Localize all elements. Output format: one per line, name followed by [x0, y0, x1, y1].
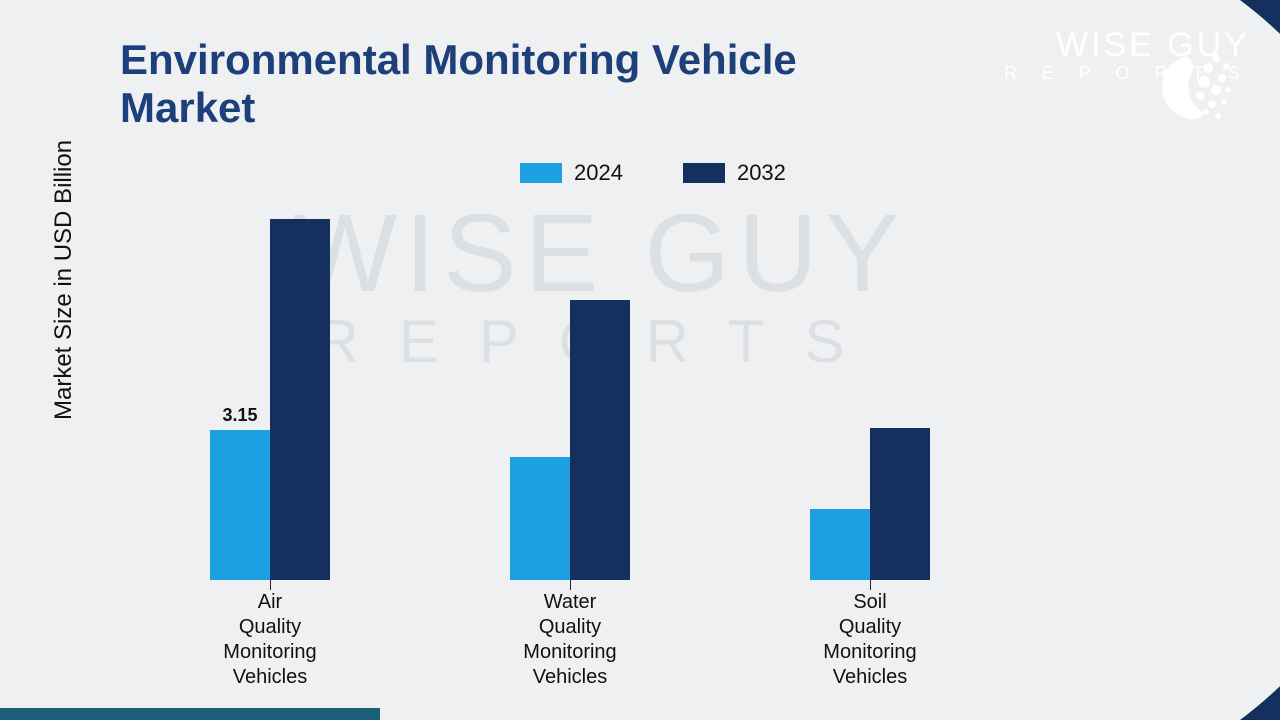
category-label: WaterQualityMonitoringVehicles [490, 590, 650, 690]
bar-2024-2 [810, 509, 870, 580]
axis-tick [570, 580, 571, 590]
bar-2032-1 [570, 300, 630, 580]
bottom-accent-bar [0, 708, 380, 720]
legend: 2024 2032 [520, 160, 786, 186]
brand-logo: WISE GUY R E P O R T S [1004, 26, 1250, 84]
bar-2024-1 [510, 457, 570, 581]
chart-title: Environmental Monitoring Vehicle Market [120, 36, 840, 133]
legend-label-2032: 2032 [737, 160, 786, 186]
legend-swatch-2032 [683, 163, 725, 183]
plot-area: 3.15 [150, 200, 950, 580]
bar-2024-0 [210, 430, 270, 580]
bar-chart: Market Size in USD Billion 2024 2032 3.1… [60, 160, 960, 700]
stage: WISE GUY REPORTS Environmental Monitorin… [0, 0, 1280, 720]
legend-item-2024: 2024 [520, 160, 623, 186]
axis-tick [270, 580, 271, 590]
axis-tick [870, 580, 871, 590]
category-label: SoilQualityMonitoringVehicles [790, 590, 950, 690]
legend-item-2032: 2032 [683, 160, 786, 186]
bar-2032-2 [870, 428, 930, 580]
legend-swatch-2024 [520, 163, 562, 183]
category-label: AirQualityMonitoringVehicles [190, 590, 350, 690]
bar-2032-0 [270, 219, 330, 580]
legend-label-2024: 2024 [574, 160, 623, 186]
bar-value-label: 3.15 [222, 405, 257, 426]
brain-dots-icon [1156, 46, 1236, 126]
y-axis-label: Market Size in USD Billion [50, 140, 78, 420]
